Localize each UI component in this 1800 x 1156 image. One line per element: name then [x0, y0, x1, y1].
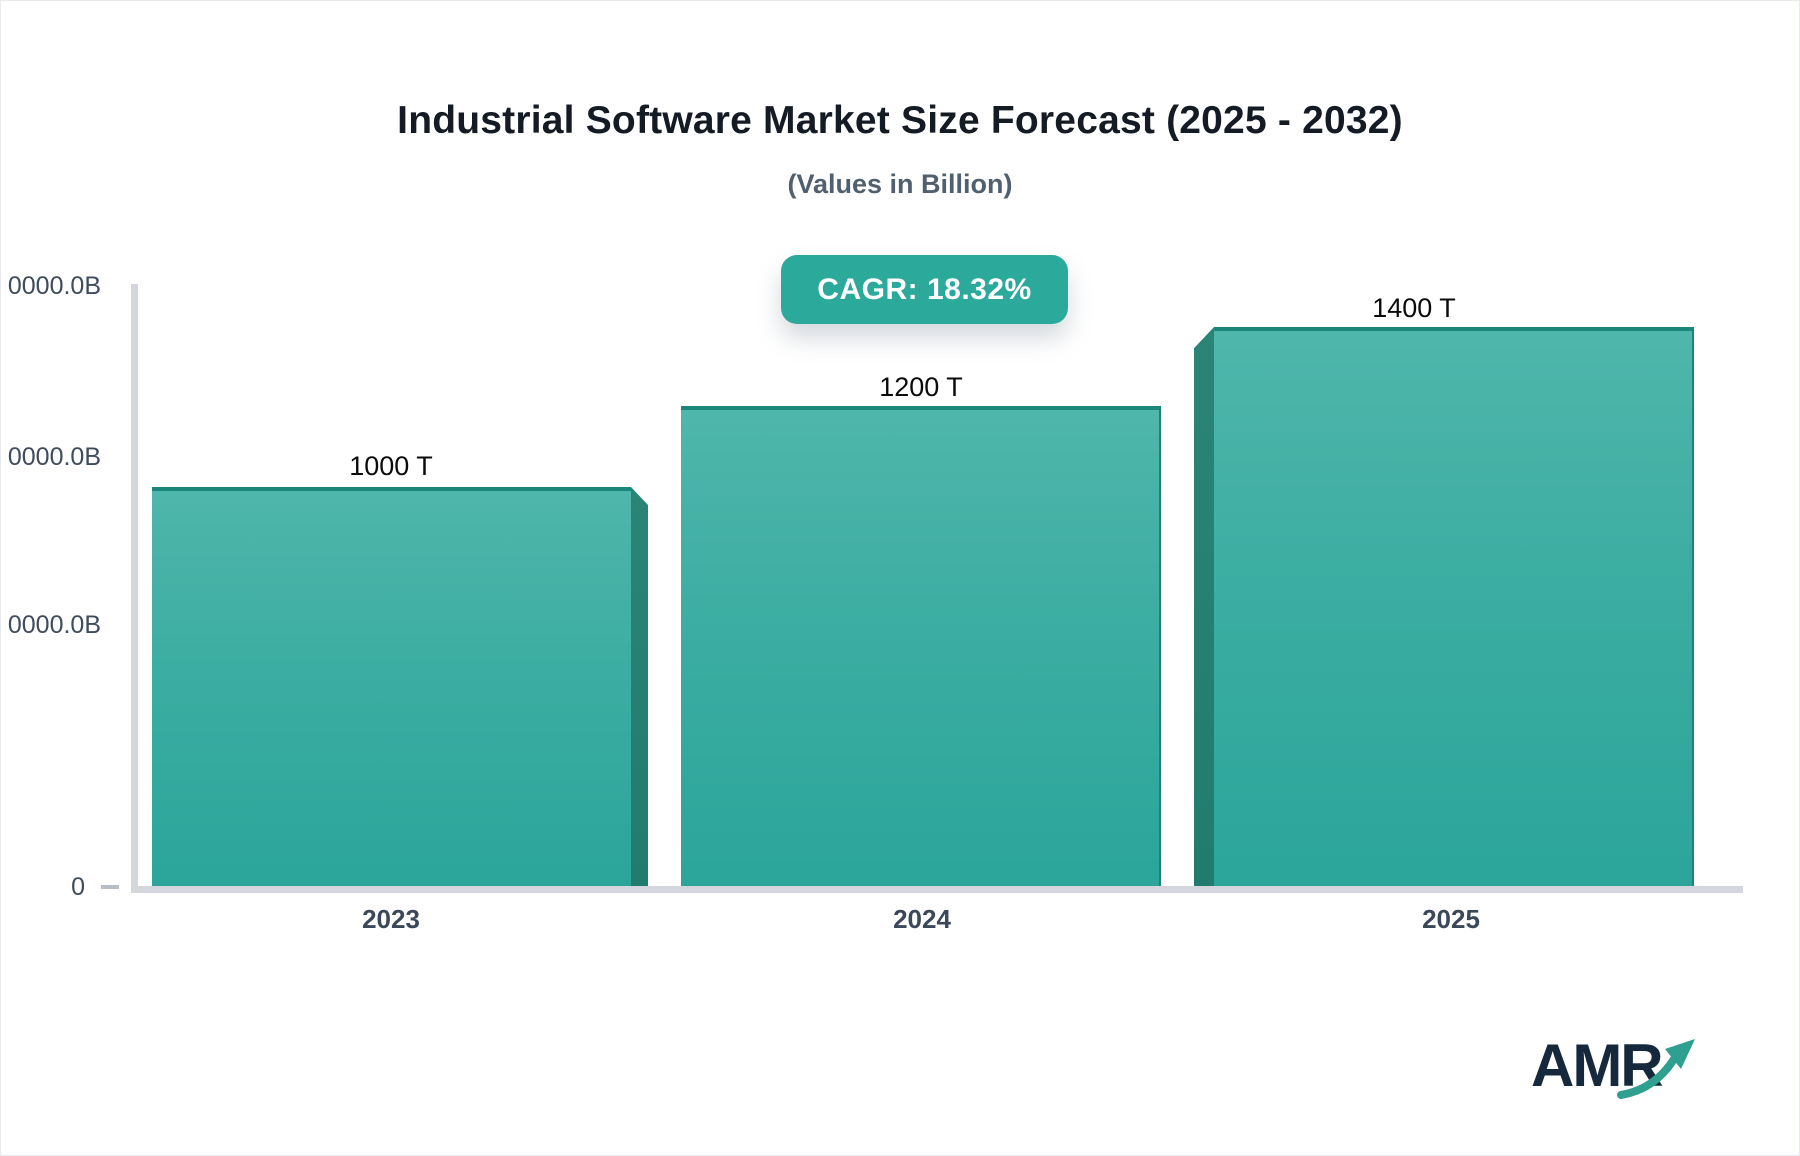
bar-2023 [152, 487, 631, 886]
bar-3d-side [1194, 327, 1214, 886]
y-axis-tick-label: 0000.0B [7, 272, 101, 300]
y-axis-tick-label: 0000.0B [7, 443, 101, 471]
bar-value-label-2023: 1000 T [349, 451, 433, 481]
x-axis-line [131, 886, 1743, 893]
x-tick-label-2024: 2024 [893, 904, 951, 934]
growth-arrow-icon [1617, 1039, 1695, 1099]
x-tick-label-2025: 2025 [1422, 904, 1480, 934]
x-tick-label-2023: 2023 [362, 904, 420, 934]
y-axis-line [131, 284, 138, 893]
chart-title: Industrial Software Market Size Forecast… [397, 99, 1403, 142]
y-axis-zero-label: 0 [71, 873, 85, 901]
cagr-badge-label: CAGR: 18.32% [817, 272, 1032, 306]
bar-2024 [681, 406, 1161, 886]
bar-3d-side [631, 487, 648, 886]
bar-value-label-2025: 1400 T [1372, 293, 1456, 323]
cagr-badge: CAGR: 18.32% [781, 255, 1068, 324]
amr-logo: AMR [1531, 1031, 1721, 1117]
y-axis-tick-label: 0000.0B [7, 611, 101, 639]
bar-value-label-2024: 1200 T [879, 372, 963, 402]
chart-subtitle: (Values in Billion) [787, 169, 1013, 199]
y-axis-zero-tick [101, 885, 119, 889]
bar-2025 [1214, 327, 1694, 886]
